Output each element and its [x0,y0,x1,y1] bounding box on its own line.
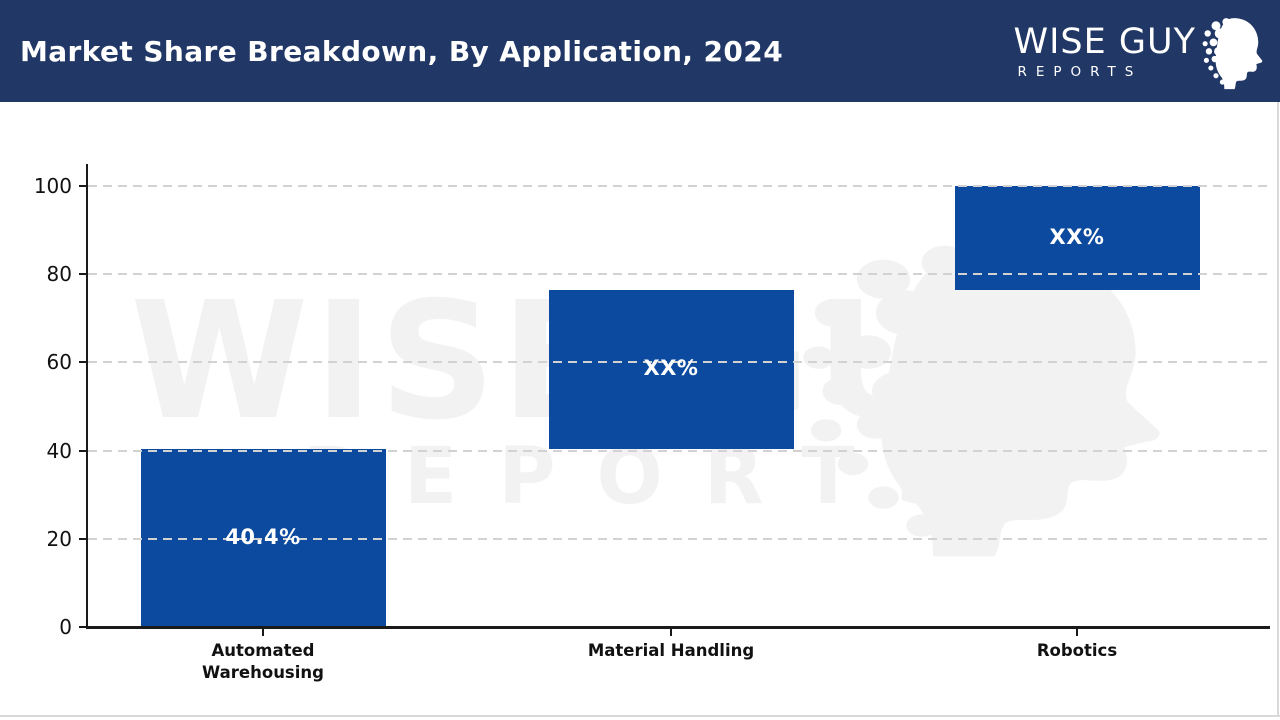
y-tick-40 [79,449,86,452]
x-tick-material-handling [670,629,672,636]
y-tick-80 [79,273,86,276]
page-title: Market Share Breakdown, By Application, … [20,34,784,68]
y-tick-0 [79,626,86,628]
gridline-20 [88,537,1268,540]
y-tick-label-80: 80 [46,262,72,287]
y-tick-label-60: 60 [46,350,72,375]
y-tick-label-20: 20 [46,526,72,551]
brand-subtext: REPORTS [1017,63,1143,80]
bar-value-label-material-handling: XX% [643,356,699,381]
gridline-40 [88,449,1268,452]
gridline-100 [88,185,1268,187]
right-border-line [1277,102,1279,717]
gridline-80 [88,273,1268,276]
brand-text: WISE GUY REPORTS [1013,24,1196,80]
x-axis-label-material-handling: Material Handling [587,641,755,660]
bar-value-label-automated-warehousing: 40.4% [225,524,301,549]
x-axis-label-robotics: Robotics [1036,641,1118,660]
brand-wordmark: WISE GUY [1013,22,1196,63]
y-axis-line [86,164,88,628]
bar-value-label-robotics: XX% [1049,224,1105,249]
y-tick-60 [79,361,86,364]
y-tick-label-0: 0 [59,615,72,639]
y-tick-label-100: 100 [33,174,72,198]
x-axis-line [86,626,1270,629]
x-axis-label-automated-warehousing: Automated Warehousing [202,641,324,682]
y-tick-label-40: 40 [46,438,72,463]
bar-material-handling [548,289,794,449]
wiseguy-head-icon [1200,12,1264,92]
brand-logo: WISE GUY REPORTS [1013,8,1264,96]
bottom-border-line [0,715,1280,717]
y-tick-100 [79,185,86,187]
x-tick-automated-warehousing [262,629,264,636]
bar-robotics [954,186,1200,290]
header-bar: Market Share Breakdown, By Application, … [0,0,1280,102]
y-tick-20 [79,537,86,540]
x-tick-robotics [1076,629,1078,636]
gridline-60 [88,361,1268,364]
